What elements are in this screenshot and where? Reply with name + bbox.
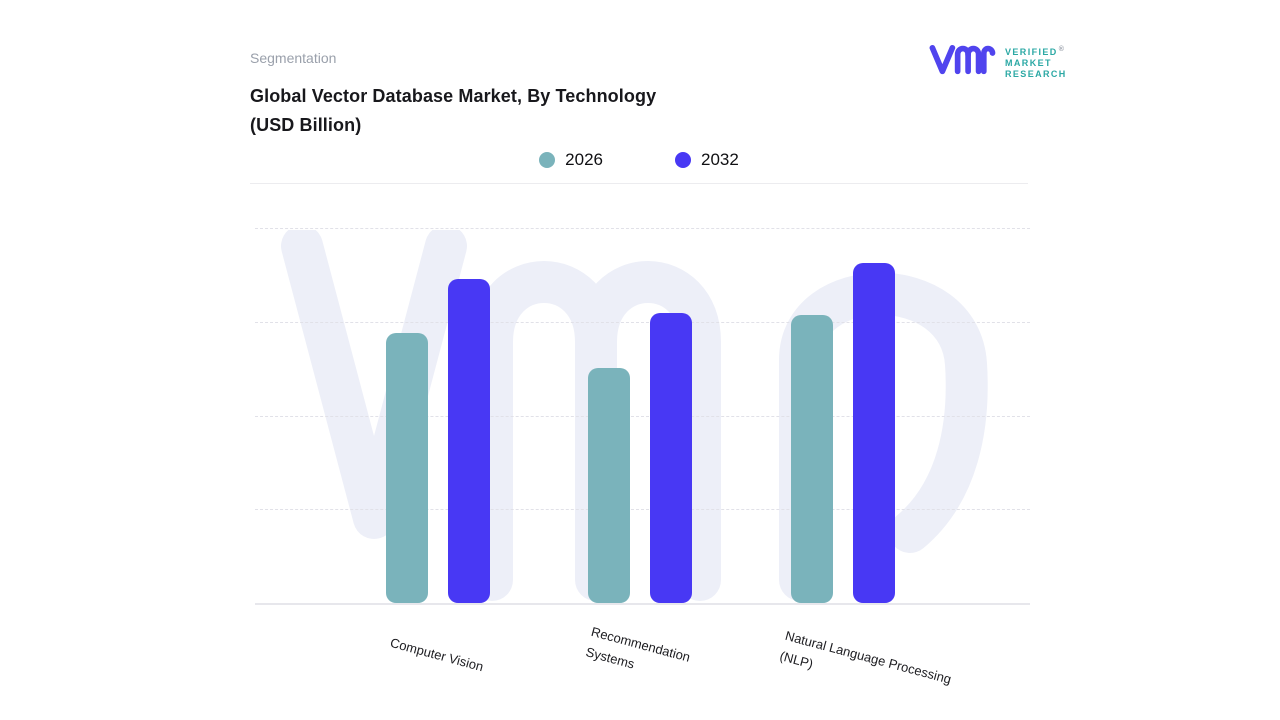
bar-2026-recommendation-systems [588,368,630,603]
logo-line-research: RESEARCH [1005,69,1067,79]
bar-2026-natural-language-processing-nlp [791,315,833,603]
gridline [255,228,1030,229]
vmr-logo: VERIFIED® MARKET RESEARCH [928,37,1067,83]
header-divider [250,183,1028,184]
bar-group-recommendation-systems [588,313,692,603]
x-axis-label-natural-language-processing-nlp: Natural Language Processing (NLP) [778,627,953,687]
gridline [255,416,1030,417]
chart-title-line-1: Global Vector Database Market, By Techno… [250,86,657,106]
gridline [255,322,1030,323]
vmr-monogram-icon [929,44,996,75]
x-axis-label-recommendation-systems: Recommendation Systems [584,623,692,672]
gridline [255,509,1030,510]
vmr-logo-text: VERIFIED® MARKET RESEARCH [1005,44,1067,80]
legend-item-2032: 2032 [675,150,739,170]
bar-2032-recommendation-systems [650,313,692,603]
legend-label-2032: 2032 [701,150,739,169]
bar-2032-natural-language-processing-nlp [853,263,895,603]
bar-group-computer-vision [386,279,490,603]
legend-dot-icon-2026 [539,152,556,168]
logo-line-market: MARKET [1005,58,1052,68]
bar-2026-computer-vision [386,333,428,603]
legend-label-2026: 2026 [565,150,603,169]
logo-line-verified: VERIFIED [1005,47,1058,57]
chart-title-line-2: (USD Billion) [250,115,362,135]
x-axis-line [255,603,1030,605]
chart-title: Global Vector Database Market, By Techno… [250,82,656,140]
legend-item-2026: 2026 [539,150,603,170]
x-axis-label-computer-vision: Computer Vision [388,634,486,675]
bar-2032-computer-vision [448,279,490,603]
eyebrow-label: Segmentation [250,50,337,66]
legend-dot-icon-2032 [675,152,691,168]
registered-trademark-icon: ® [1058,46,1064,53]
plot-area: Computer Vision Recommendation Systems Nat… [255,228,1030,687]
legend: 2026 2032 [250,150,1028,170]
bar-group-natural-language-processing-nlp [791,263,895,603]
